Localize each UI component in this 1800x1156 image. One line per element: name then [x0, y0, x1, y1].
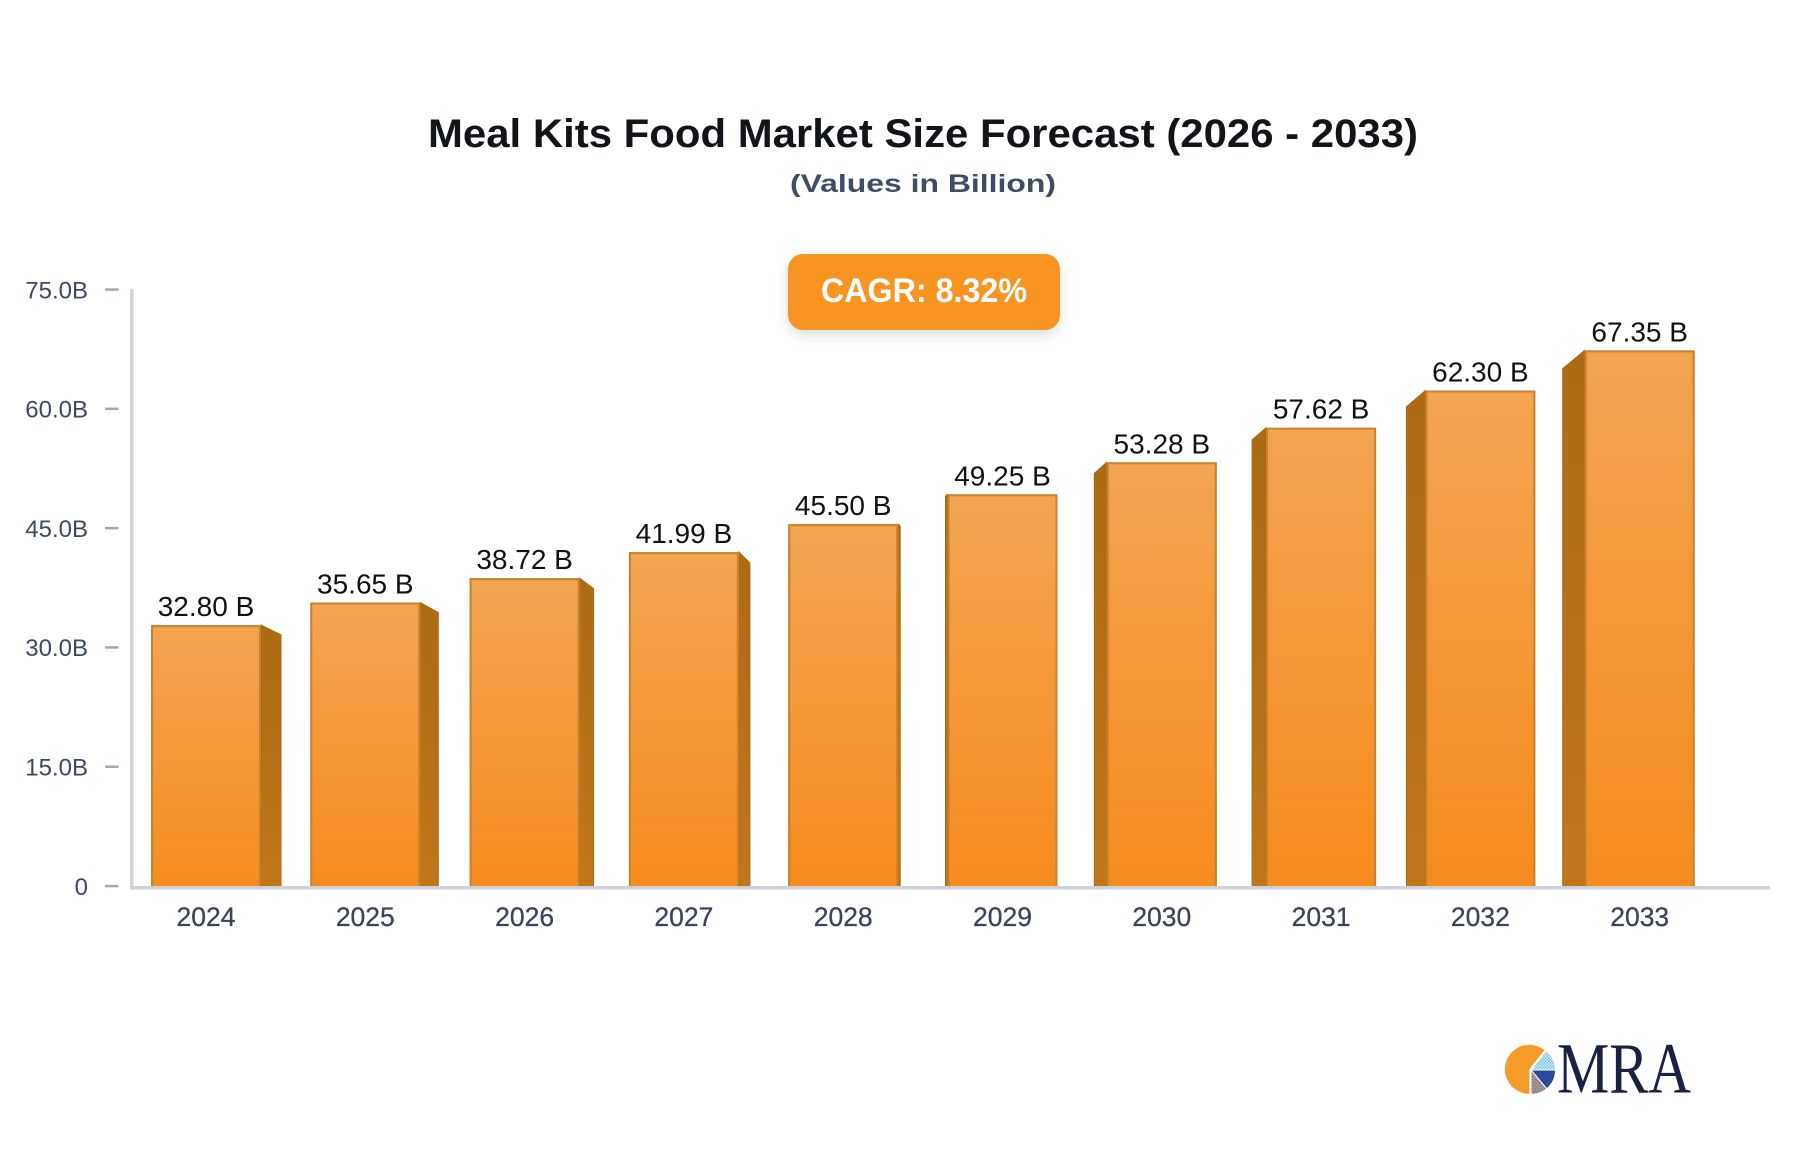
svg-text:MRA: MRA	[1557, 1029, 1691, 1109]
svg-text:(Values in Billion): (Values in Billion)	[790, 170, 1056, 198]
svg-text:2032: 2032	[1451, 902, 1510, 932]
svg-text:2033: 2033	[1610, 902, 1669, 932]
svg-text:2029: 2029	[973, 902, 1032, 932]
svg-text:15.0B: 15.0B	[25, 755, 88, 782]
svg-text:30.0B: 30.0B	[25, 635, 88, 662]
svg-text:60.0B: 60.0B	[25, 397, 88, 424]
svg-text:2030: 2030	[1132, 902, 1191, 932]
svg-text:2025: 2025	[336, 902, 395, 932]
svg-text:35.65 B: 35.65 B	[317, 569, 414, 600]
svg-text:75.0B: 75.0B	[25, 277, 88, 304]
svg-text:45.50 B: 45.50 B	[795, 490, 892, 521]
svg-text:45.0B: 45.0B	[25, 516, 88, 543]
svg-text:0: 0	[75, 874, 88, 901]
svg-text:2024: 2024	[177, 902, 236, 932]
svg-text:38.72 B: 38.72 B	[476, 544, 573, 575]
svg-text:32.80 B: 32.80 B	[158, 591, 255, 622]
svg-text:57.62 B: 57.62 B	[1273, 394, 1370, 425]
svg-text:2026: 2026	[495, 902, 554, 932]
svg-text:53.28 B: 53.28 B	[1114, 428, 1211, 459]
svg-text:67.35 B: 67.35 B	[1591, 316, 1688, 347]
svg-text:49.25 B: 49.25 B	[954, 460, 1051, 491]
svg-text:62.30 B: 62.30 B	[1432, 357, 1529, 388]
svg-text:CAGR: 8.32%: CAGR: 8.32%	[821, 272, 1027, 310]
svg-text:Meal Kits Food Market Size For: Meal Kits Food Market Size Forecast (202…	[428, 112, 1418, 156]
svg-text:2028: 2028	[814, 902, 873, 932]
svg-text:41.99 B: 41.99 B	[636, 518, 733, 549]
svg-text:2027: 2027	[654, 902, 713, 932]
svg-text:2031: 2031	[1292, 902, 1351, 932]
